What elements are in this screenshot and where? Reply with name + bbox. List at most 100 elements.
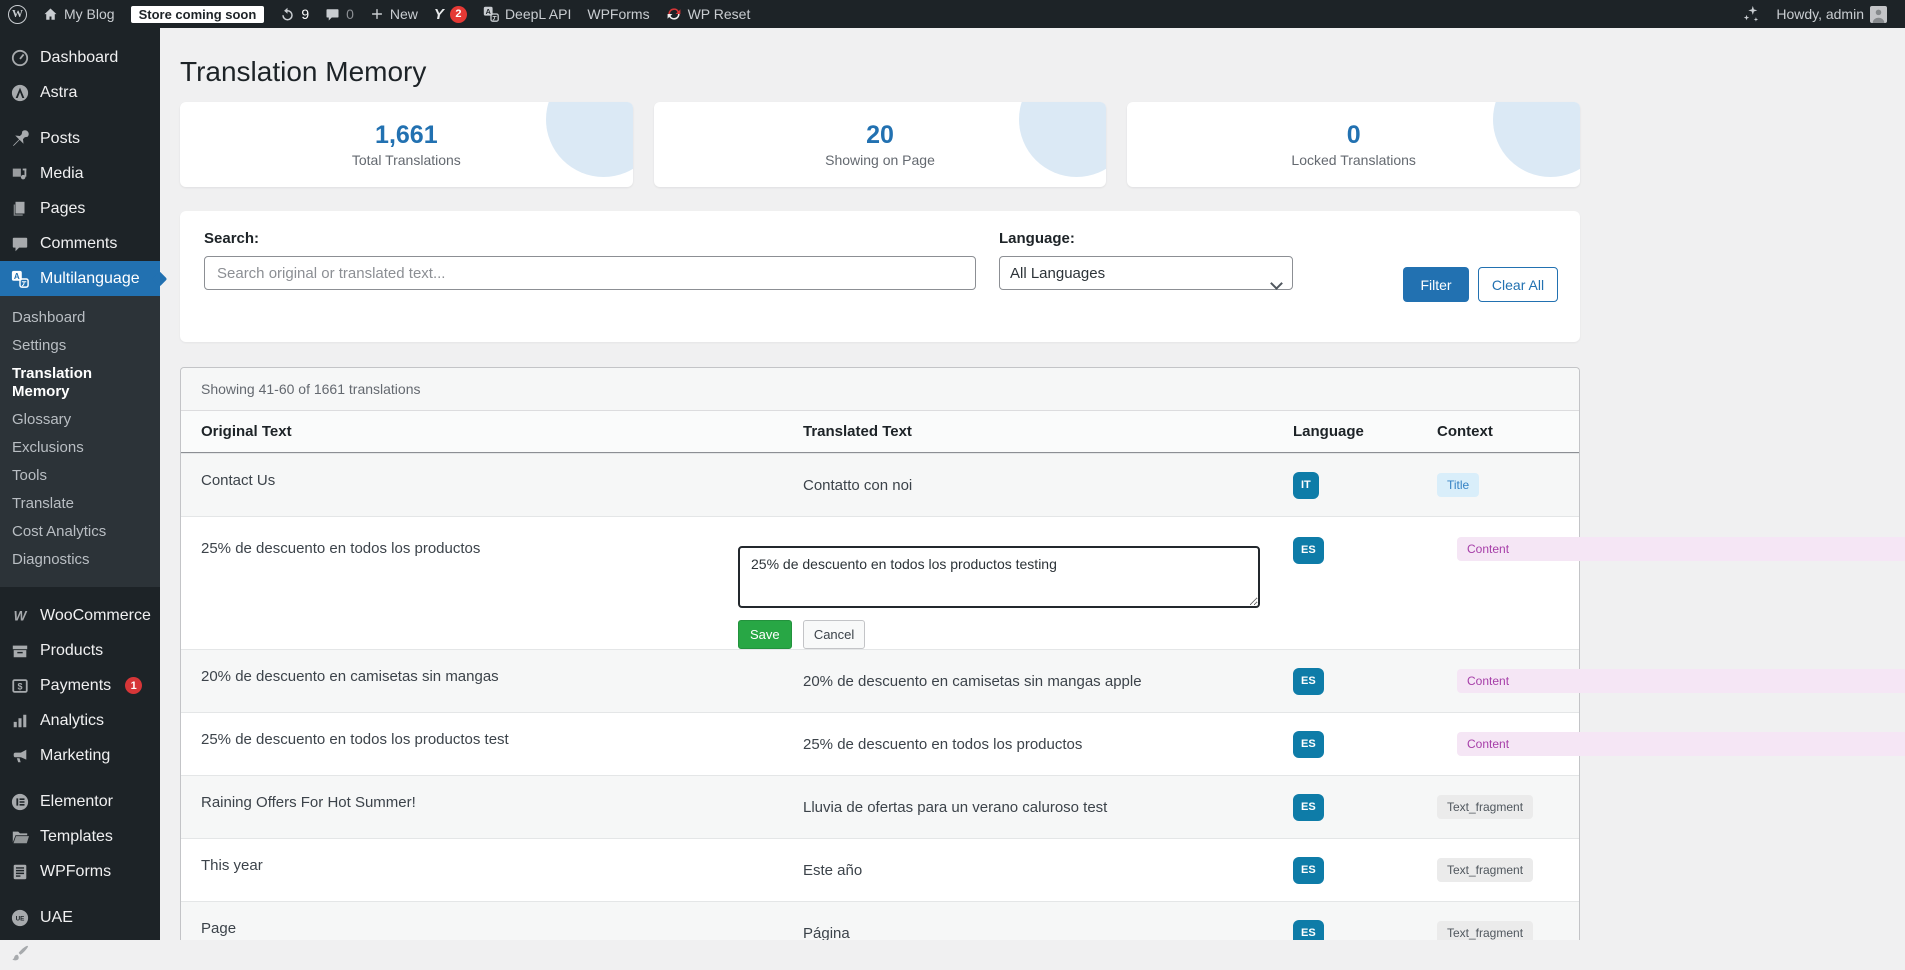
sidebar-item-woocommerce[interactable]: W WooCommerce [0,598,160,633]
admin-bar: W My Blog Store coming soon 9 0 New Y 2 … [0,0,1905,28]
search-field-group: Search: [204,230,976,290]
context-badge: Text_fragment [1437,858,1534,882]
account-menu[interactable]: Howdy, admin [1768,0,1895,28]
language-field-group: Language: All Languages [999,230,1293,290]
clear-all-button[interactable]: Clear All [1478,267,1558,302]
sidebar-item-multilanguage[interactable]: A Multilanguage [0,261,160,296]
gauge-icon [10,48,30,68]
sidebar-item-label: Dashboard [40,48,119,66]
save-button[interactable]: Save [738,620,792,649]
store-coming-soon-label: Store coming soon [130,5,265,23]
translated-text[interactable]: 20% de descuento en camisetas sin mangas… [803,672,1142,690]
new-menu[interactable]: New [362,0,426,28]
sidebar-item-marketing[interactable]: Marketing [0,738,160,773]
cancel-button[interactable]: Cancel [802,620,866,649]
sidebar-item-posts[interactable]: Posts [0,121,160,156]
submenu-item-tools[interactable]: Tools [12,467,48,484]
pin-icon [10,129,30,149]
column-header-translated: Translated Text [803,423,912,440]
sidebar-item-label: UAE [40,908,73,926]
submenu-item-settings[interactable]: Settings [12,337,67,354]
media-icon [10,164,30,184]
comment-icon [10,234,30,254]
context-badge: Content [1457,669,1905,693]
sidebar-item-label: Pages [40,199,86,217]
store-coming-soon-badge[interactable]: Store coming soon [123,0,273,28]
submenu-item-dashboard[interactable]: Dashboard [12,309,86,326]
sidebar-item-label: Marketing [40,746,111,764]
sidebar-item-astra[interactable]: Astra [0,75,160,110]
submenu-item-translate[interactable]: Translate [12,495,74,512]
submenu-item-glossary[interactable]: Glossary [12,411,72,428]
context-badge: Content [1457,732,1905,756]
language-badge: ES [1293,793,1324,821]
sidebar-item-templates[interactable]: Templates [0,819,160,854]
sidebar-item-media[interactable]: Media [0,156,160,191]
multilanguage-submenu: Dashboard Settings Translation Memory Gl… [0,296,160,587]
sidebar-item-wpforms[interactable]: WPForms [0,854,160,889]
context-badge: Title [1437,473,1480,497]
table-row: This year Este año ES Text_fragment [181,838,1579,901]
translated-text[interactable]: 25% de descuento en todos los productos [803,735,1083,753]
deepl-api-menu[interactable]: A DeepL API [475,0,579,28]
comments-menu[interactable]: 0 [317,0,362,28]
bars-icon [10,711,30,731]
submenu-item-diagnostics[interactable]: Diagnostics [12,551,90,568]
ai-assistant-menu[interactable] [1734,0,1768,28]
filter-button[interactable]: Filter [1403,267,1469,302]
column-header-context: Context [1437,423,1493,440]
yoast-menu[interactable]: Y 2 [426,0,475,28]
table-header-row: Original Text Translated Text Language C… [181,411,1579,453]
search-input[interactable] [204,256,976,290]
sidebar-item-payments[interactable]: $ Payments 1 [0,668,160,703]
sidebar-item-label: Media [40,164,84,182]
sparkles-icon [1742,5,1760,23]
language-badge: ES [1293,856,1324,884]
svg-text:$: $ [17,681,22,691]
sidebar-item-uae[interactable]: UE UAE [0,900,160,935]
sidebar-item-elementor[interactable]: Elementor [0,784,160,819]
sidebar-item-comments[interactable]: Comments [0,226,160,261]
sidebar-item-analytics[interactable]: Analytics [0,703,160,738]
context-badge: Content [1457,537,1905,561]
card-corner-decoration [545,102,633,177]
astra-icon [10,83,30,103]
form-icon [10,862,30,882]
submenu-item-cost-analytics[interactable]: Cost Analytics [12,523,107,540]
language-select[interactable]: All Languages [999,256,1293,290]
filter-panel: Search: Language: All Languages Filter C… [180,211,1580,342]
updates-menu[interactable]: 9 [272,0,317,28]
sidebar-item-pages[interactable]: Pages [0,191,160,226]
stat-label: Showing on Page [825,152,935,168]
wpforms-bar-menu[interactable]: WPForms [579,0,657,28]
sidebar-item-appearance[interactable]: Appearance [0,935,160,970]
sidebar-item-label: Appearance [40,943,127,961]
sidebar-item-label: Astra [40,83,78,101]
sidebar-item-label: Templates [40,827,113,845]
wp-logo-menu[interactable]: W [0,0,35,28]
translation-edit-textarea[interactable]: 25% de descuento en todos los productos … [738,546,1260,608]
home-icon [43,7,58,22]
sidebar-item-products[interactable]: Products [0,633,160,668]
stat-card-showing-on-page: 20 Showing on Page [653,102,1107,187]
translated-text[interactable]: Este año [803,861,863,879]
pages-icon [10,199,30,219]
wordpress-logo-icon: W [8,4,27,24]
language-label: Language: [999,230,1075,247]
card-corner-decoration [1019,102,1107,177]
context-badge: Text_fragment [1437,795,1534,819]
table-row: 20% de descuento en camisetas sin mangas… [181,649,1905,712]
table-row: Contact Us Contatto con noi IT Title [181,453,1579,516]
wp-reset-menu[interactable]: WP Reset [658,0,759,28]
translated-text[interactable]: Página [803,924,850,941]
howdy-label: Howdy, admin [1776,6,1864,22]
sidebar-item-dashboard[interactable]: Dashboard [0,40,160,75]
translated-text[interactable]: Contatto con noi [803,476,913,494]
submenu-item-translation-memory[interactable]: Translation Memory [12,365,93,400]
yoast-notification-badge: 2 [449,5,467,23]
submenu-item-exclusions[interactable]: Exclusions [12,439,84,456]
translated-text[interactable]: Lluvia de ofertas para un verano caluros… [803,798,1108,816]
site-name-link[interactable]: My Blog [35,0,123,28]
update-count: 9 [301,6,310,22]
new-label: New [389,6,418,22]
